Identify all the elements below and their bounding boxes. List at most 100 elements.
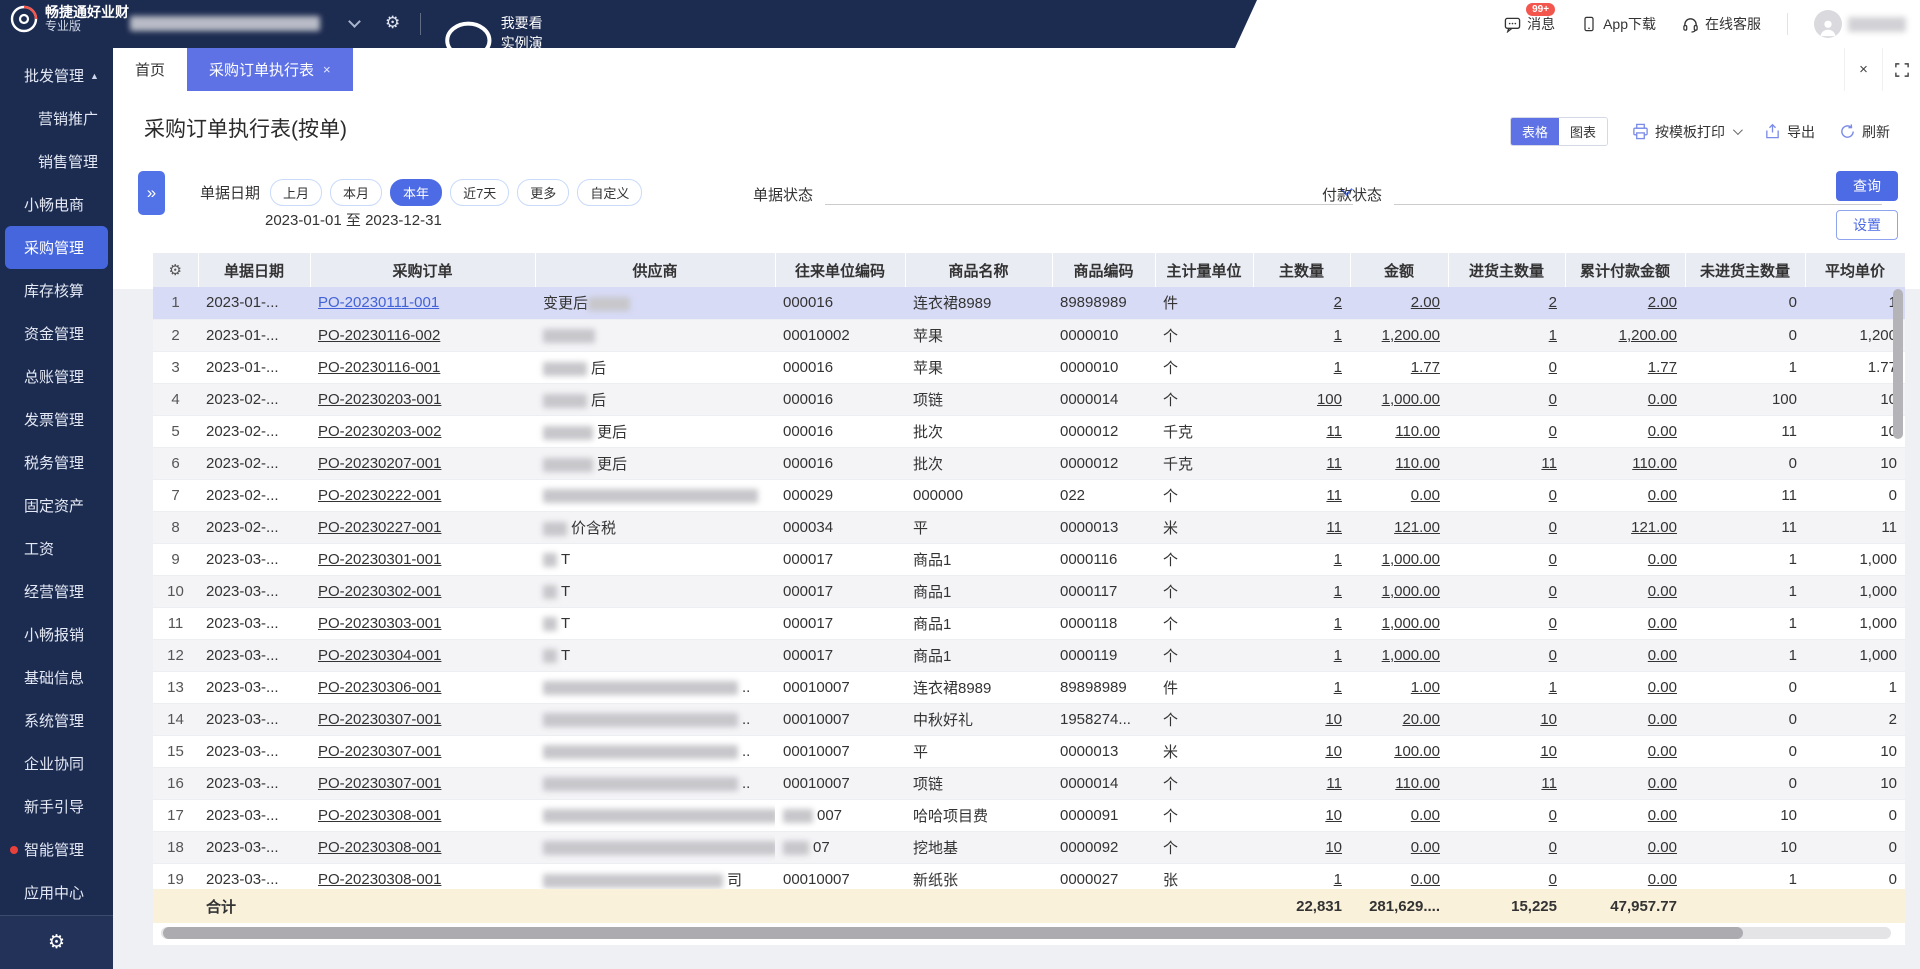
cell-received-qty[interactable]: 0 bbox=[1448, 575, 1565, 608]
cell-paid-amount[interactable]: 0.00 bbox=[1565, 575, 1685, 608]
cell-main-qty[interactable]: 1 bbox=[1253, 543, 1350, 576]
cell-received-qty[interactable]: 0 bbox=[1448, 607, 1565, 640]
sidebar-item-固定资产[interactable]: 固定资产 bbox=[0, 484, 113, 527]
sidebar-item-小畅电商[interactable]: 小畅电商 bbox=[0, 183, 113, 226]
sidebar-item-工资[interactable]: 工资 bbox=[0, 527, 113, 570]
table-row[interactable]: 8 2023-02-... PO-20230227-001 价含税 000034 平 000… bbox=[153, 511, 1905, 544]
date-pill-本年[interactable]: 本年 bbox=[390, 179, 443, 206]
date-pill-自定义[interactable]: 自定义 bbox=[577, 179, 643, 206]
po-link[interactable]: PO-20230304-001 bbox=[318, 646, 442, 664]
close-all-tabs-button[interactable]: × bbox=[1844, 48, 1882, 91]
pay-status-select[interactable] bbox=[1394, 179, 1882, 205]
cell-main-qty[interactable]: 1 bbox=[1253, 351, 1350, 384]
expand-filter-sidebar-button[interactable]: » bbox=[138, 171, 165, 215]
table-column-settings-icon[interactable]: ⚙ bbox=[153, 253, 199, 287]
tab-首页[interactable]: 首页 bbox=[113, 48, 187, 91]
cell-received-qty[interactable]: 10 bbox=[1448, 735, 1565, 768]
cell-po-number[interactable]: PO-20230227-001 bbox=[310, 511, 535, 544]
cell-paid-amount[interactable]: 1,200.00 bbox=[1565, 319, 1685, 352]
sidebar-item-基础信息[interactable]: 基础信息 bbox=[0, 656, 113, 699]
sidebar-item-税务管理[interactable]: 税务管理 bbox=[0, 441, 113, 484]
cell-received-qty[interactable]: 0 bbox=[1448, 383, 1565, 416]
demo-link[interactable]: 我要看实例演示 bbox=[443, 13, 548, 73]
cell-amount[interactable]: 1,200.00 bbox=[1350, 319, 1448, 352]
cell-main-qty[interactable]: 11 bbox=[1253, 447, 1350, 480]
cell-paid-amount[interactable]: 0.00 bbox=[1565, 543, 1685, 576]
cell-received-qty[interactable]: 0 bbox=[1448, 543, 1565, 576]
table-row[interactable]: 18 2023-03-... PO-20230308-001 07 挖地基 0000092… bbox=[153, 831, 1905, 864]
table-row[interactable]: 16 2023-03-... PO-20230307-001.. 00010007 项链… bbox=[153, 767, 1905, 800]
cell-amount[interactable]: 1.00 bbox=[1350, 671, 1448, 704]
cell-po-number[interactable]: PO-20230301-001 bbox=[310, 543, 535, 576]
cell-main-qty[interactable]: 1 bbox=[1253, 671, 1350, 704]
cell-paid-amount[interactable]: 0.00 bbox=[1565, 799, 1685, 832]
sidebar-item-经营管理[interactable]: 经营管理 bbox=[0, 570, 113, 613]
cell-amount[interactable]: 0.00 bbox=[1350, 799, 1448, 832]
cell-paid-amount[interactable]: 0.00 bbox=[1565, 703, 1685, 736]
cell-paid-amount[interactable]: 0.00 bbox=[1565, 863, 1685, 889]
cell-main-qty[interactable]: 1 bbox=[1253, 863, 1350, 889]
cell-po-number[interactable]: PO-20230207-001 bbox=[310, 447, 535, 480]
cell-main-qty[interactable]: 11 bbox=[1253, 767, 1350, 800]
cell-main-qty[interactable]: 10 bbox=[1253, 799, 1350, 832]
cell-amount[interactable]: 1,000.00 bbox=[1350, 607, 1448, 640]
print-by-template-button[interactable]: 按模板打印 bbox=[1632, 122, 1743, 142]
cell-po-number[interactable]: PO-20230308-001 bbox=[310, 863, 535, 889]
cell-received-qty[interactable]: 0 bbox=[1448, 511, 1565, 544]
table-row[interactable]: 11 2023-03-... PO-20230303-001 T 000017 商品1 00… bbox=[153, 607, 1905, 640]
cell-received-qty[interactable]: 2 bbox=[1448, 287, 1565, 320]
cell-po-number[interactable]: PO-20230307-001 bbox=[310, 767, 535, 800]
cell-received-qty[interactable]: 0 bbox=[1448, 415, 1565, 448]
cell-amount[interactable]: 0.00 bbox=[1350, 479, 1448, 512]
col-header-往来单位编码[interactable]: 往来单位编码 bbox=[775, 253, 906, 287]
cell-po-number[interactable]: PO-20230222-001 bbox=[310, 479, 535, 512]
cell-amount[interactable]: 1,000.00 bbox=[1350, 639, 1448, 672]
po-link[interactable]: PO-20230307-001 bbox=[318, 774, 442, 792]
query-button[interactable]: 查询 bbox=[1836, 171, 1898, 201]
tab-采购订单执行表[interactable]: 采购订单执行表 × bbox=[187, 48, 353, 91]
cell-po-number[interactable]: PO-20230304-001 bbox=[310, 639, 535, 672]
sidebar-item-营销推广[interactable]: 营销推广 bbox=[0, 97, 113, 140]
sidebar-item-总账管理[interactable]: 总账管理 bbox=[0, 355, 113, 398]
cell-main-qty[interactable]: 1 bbox=[1253, 575, 1350, 608]
cell-paid-amount[interactable]: 2.00 bbox=[1565, 287, 1685, 320]
col-header-累计付款金额[interactable]: 累计付款金额 bbox=[1565, 253, 1686, 287]
col-header-平均单价[interactable]: 平均单价 bbox=[1805, 253, 1906, 287]
cell-paid-amount[interactable]: 0.00 bbox=[1565, 639, 1685, 672]
cell-paid-amount[interactable]: 1.77 bbox=[1565, 351, 1685, 384]
cell-paid-amount[interactable]: 0.00 bbox=[1565, 671, 1685, 704]
sidebar-item-发票管理[interactable]: 发票管理 bbox=[0, 398, 113, 441]
online-support-button[interactable]: 在线客服 bbox=[1682, 14, 1761, 34]
col-header-未进货主数量[interactable]: 未进货主数量 bbox=[1685, 253, 1806, 287]
table-row[interactable]: 14 2023-03-... PO-20230307-001.. 00010007 中秋… bbox=[153, 703, 1905, 736]
view-toggle-chart[interactable]: 图表 bbox=[1558, 118, 1607, 145]
cell-po-number[interactable]: PO-20230116-002 bbox=[310, 319, 535, 352]
fullscreen-button[interactable] bbox=[1882, 48, 1920, 91]
cell-amount[interactable]: 100.00 bbox=[1350, 735, 1448, 768]
date-pill-近7天[interactable]: 近7天 bbox=[450, 179, 510, 206]
table-row[interactable]: 3 2023-01-... PO-20230116-001 后 000016 苹果 0000… bbox=[153, 351, 1905, 384]
cell-received-qty[interactable]: 10 bbox=[1448, 703, 1565, 736]
view-toggle-table[interactable]: 表格 bbox=[1510, 118, 1559, 145]
cell-po-number[interactable]: PO-20230308-001 bbox=[310, 831, 535, 864]
col-header-商品编码[interactable]: 商品编码 bbox=[1052, 253, 1156, 287]
col-header-主数量[interactable]: 主数量 bbox=[1253, 253, 1351, 287]
col-header-主计量单位[interactable]: 主计量单位 bbox=[1155, 253, 1254, 287]
doc-status-select[interactable] bbox=[825, 179, 1353, 205]
sidebar-item-库存核算[interactable]: 库存核算 bbox=[0, 269, 113, 312]
table-row[interactable]: 17 2023-03-... PO-20230308-001 007 哈哈项目费 0000… bbox=[153, 799, 1905, 832]
cell-amount[interactable]: 0.00 bbox=[1350, 831, 1448, 864]
horizontal-scrollbar-thumb[interactable] bbox=[163, 927, 1743, 939]
date-pill-更多[interactable]: 更多 bbox=[517, 179, 570, 206]
sidebar-item-小畅报销[interactable]: 小畅报销 bbox=[0, 613, 113, 656]
cell-main-qty[interactable]: 1 bbox=[1253, 639, 1350, 672]
export-button[interactable]: 导出 bbox=[1764, 122, 1815, 142]
sidebar-item-批发管理[interactable]: 批发管理 ▲ bbox=[0, 54, 113, 97]
cell-received-qty[interactable]: 0 bbox=[1448, 639, 1565, 672]
cell-main-qty[interactable]: 10 bbox=[1253, 735, 1350, 768]
col-header-进货主数量[interactable]: 进货主数量 bbox=[1448, 253, 1566, 287]
po-link[interactable]: PO-20230303-001 bbox=[318, 614, 442, 632]
cell-po-number[interactable]: PO-20230302-001 bbox=[310, 575, 535, 608]
cell-po-number[interactable]: PO-20230306-001 bbox=[310, 671, 535, 704]
cell-paid-amount[interactable]: 0.00 bbox=[1565, 383, 1685, 416]
